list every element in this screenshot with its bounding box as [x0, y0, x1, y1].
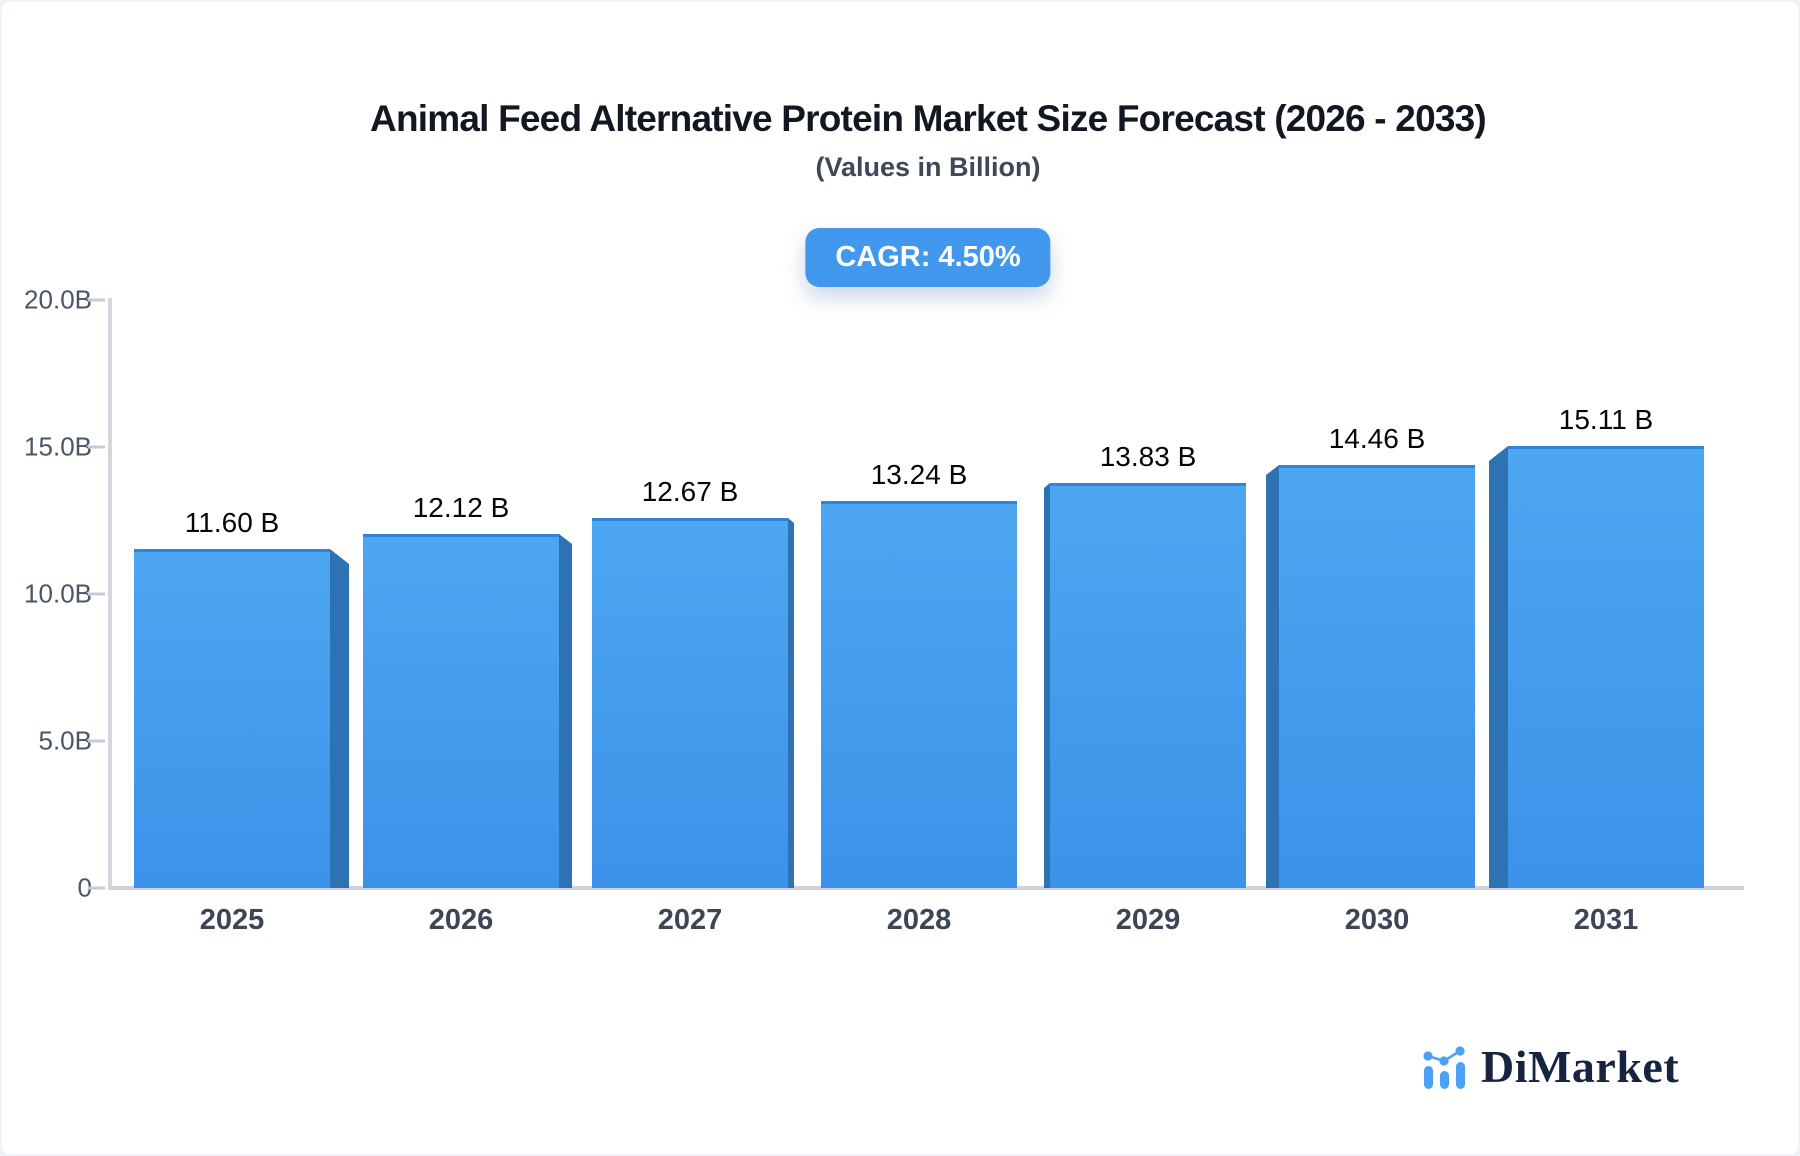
cagr-badge: CAGR: 4.50%: [805, 228, 1051, 287]
bar-side-face: [1044, 483, 1050, 888]
chart-title: Animal Feed Alternative Protein Market S…: [370, 98, 1487, 139]
y-tick-label: 20.0B: [24, 284, 92, 315]
y-tick-label: 10.0B: [24, 578, 92, 609]
x-axis-label: 2028: [886, 904, 952, 936]
bar-2027[interactable]: [592, 518, 788, 888]
y-tick-label: 5.0B: [38, 725, 93, 756]
bar-line-chart-logo-icon: [1423, 1045, 1465, 1089]
bar-value-label: 15.11 B: [1558, 404, 1654, 435]
bar-2025[interactable]: [134, 549, 330, 888]
x-axis-line: [108, 886, 1744, 890]
bar-side-face: [1489, 446, 1508, 888]
y-tick-mark: [88, 592, 105, 596]
y-tick-mark: [88, 886, 105, 890]
y-tick-mark: [88, 445, 105, 449]
x-axis-label: 2026: [428, 904, 494, 936]
chart-subtitle: (Values in Billion): [815, 152, 1041, 182]
bar-side-face: [788, 518, 794, 888]
bar-value-label: 12.67 B: [641, 476, 739, 507]
x-axis-label: 2029: [1115, 904, 1181, 936]
x-axis-label: 2027: [657, 904, 723, 936]
y-tick-mark: [88, 298, 105, 302]
y-tick-label: 15.0B: [24, 431, 92, 462]
bar-side-face: [1266, 465, 1279, 888]
bar-value-label: 14.46 B: [1328, 423, 1426, 454]
y-tick-mark: [88, 739, 105, 743]
y-axis-line: [108, 298, 112, 890]
x-axis-label: 2030: [1344, 904, 1410, 936]
dimarket-logo-text: DiMarket: [1481, 1041, 1680, 1092]
bar-value-label: 13.83 B: [1099, 441, 1197, 472]
bar-value-label: 11.60 B: [184, 507, 280, 538]
x-axis-label: 2025: [199, 904, 265, 936]
bar-2030[interactable]: [1279, 465, 1475, 888]
y-tick-label: 0: [77, 872, 92, 903]
bar-side-face: [330, 549, 349, 888]
bar-value-label: 13.24 B: [870, 459, 968, 490]
bar-2029[interactable]: [1050, 483, 1246, 888]
x-axis-label: 2031: [1573, 904, 1639, 936]
bar-value-label: 12.12 B: [412, 492, 510, 523]
bar-side-face: [559, 534, 572, 888]
dimarket-logo: DiMarket: [1423, 1040, 1679, 1093]
bar-2026[interactable]: [363, 534, 559, 888]
bar-2028[interactable]: [821, 501, 1017, 888]
bar-2031[interactable]: [1508, 446, 1704, 888]
